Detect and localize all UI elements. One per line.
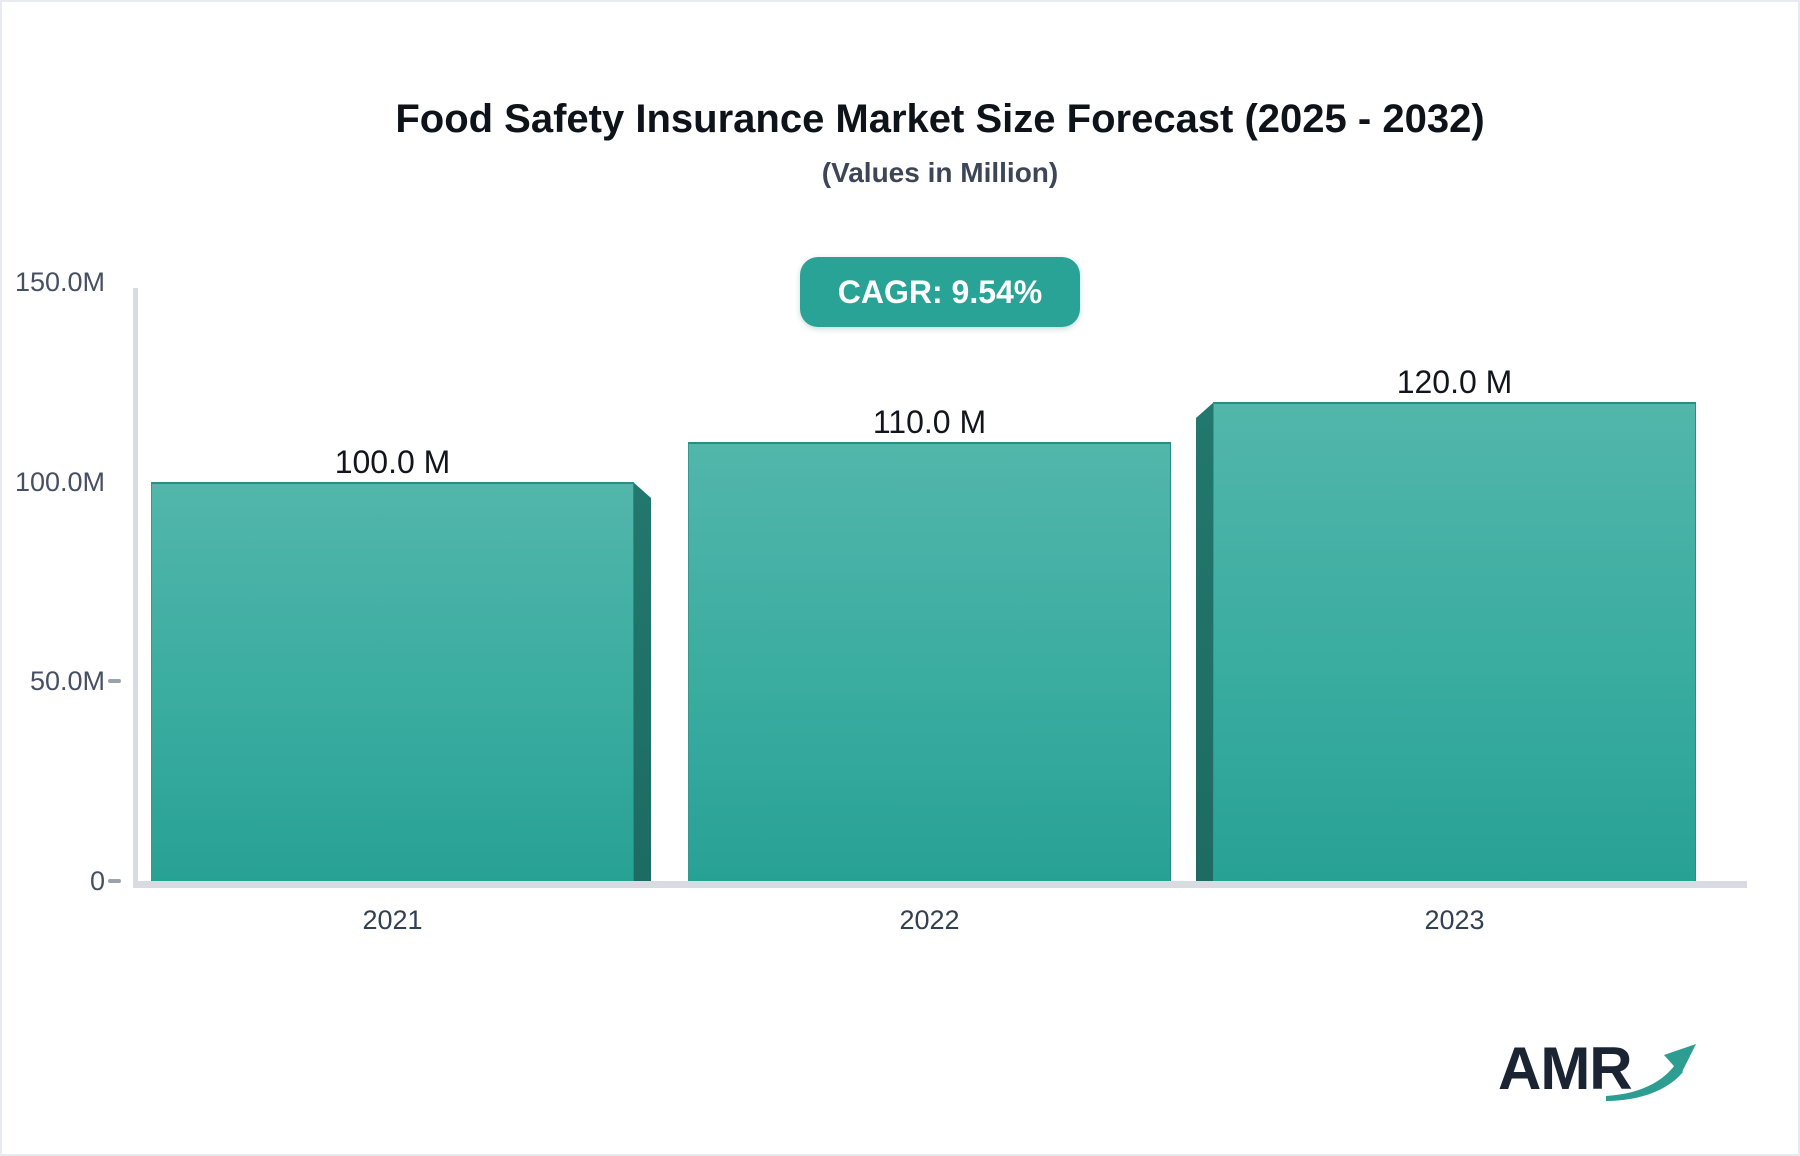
- bar-value-label-2022: 110.0 M: [872, 404, 987, 440]
- bar-2023[interactable]: [1213, 402, 1696, 881]
- y-axis-label-150.0M: 150.0M: [14, 267, 105, 297]
- y-axis-label-50.0M: 50.0M: [29, 666, 105, 697]
- y-axis-tick-mark: [108, 679, 121, 684]
- chart-subtitle: (Values in Million): [821, 157, 1059, 188]
- x-axis-label-2023: 2023: [1424, 905, 1485, 935]
- x-axis-label-2022: 2022: [899, 905, 960, 935]
- cagr-badge-row: CAGR: 9.54%: [133, 257, 1747, 327]
- bar-2022[interactable]: [688, 442, 1171, 881]
- bar-3d-side-2023: [1196, 402, 1214, 881]
- chart-title: Food Safety Insurance Market Size Foreca…: [395, 97, 1485, 141]
- bar-2021[interactable]: [151, 482, 634, 881]
- x-axis-label-2021: 2021: [362, 905, 423, 935]
- bar-value-label-2021: 100.0 M: [334, 444, 451, 480]
- y-axis-tick-mark: [108, 879, 121, 883]
- amr-logo-text: AMR: [1498, 1035, 1633, 1102]
- bar-3d-side-2021: [633, 482, 651, 881]
- x-axis-line: [133, 881, 1747, 888]
- y-axis-label-100.0M: 100.0M: [14, 466, 105, 497]
- bar-value-label-2023: 120.0 M: [1396, 364, 1513, 400]
- y-axis-label-0: 0: [89, 866, 105, 896]
- amr-logo: AMR: [1498, 1038, 1698, 1108]
- chart-header: Food Safety Insurance Market Size Foreca…: [133, 2, 1747, 190]
- cagr-badge: CAGR: 9.54%: [799, 257, 1081, 327]
- trend-arrow-icon: [1606, 1044, 1696, 1101]
- y-axis-line: [133, 288, 138, 888]
